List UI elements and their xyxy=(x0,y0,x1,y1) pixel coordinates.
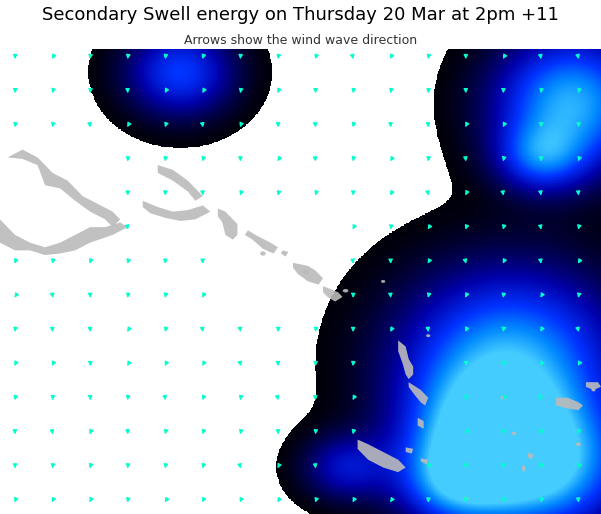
Text: Secondary Swell energy on Thursday 20 Mar at 2pm +11: Secondary Swell energy on Thursday 20 Ma… xyxy=(42,6,559,24)
Text: Arrows show the wind wave direction: Arrows show the wind wave direction xyxy=(184,33,417,47)
